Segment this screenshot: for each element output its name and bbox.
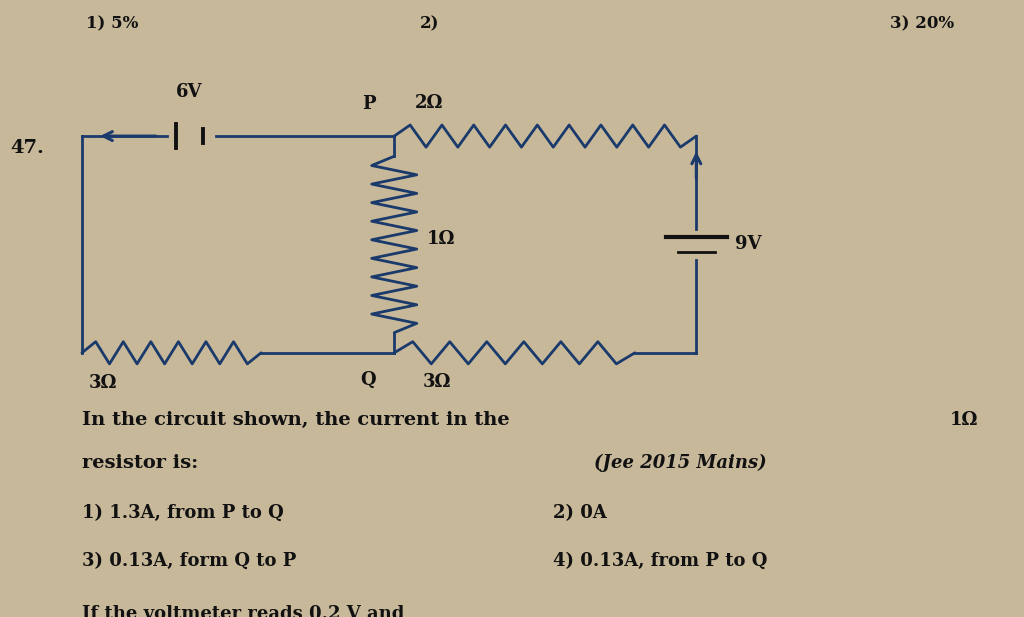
Text: 2Ω: 2Ω [415,94,443,112]
Text: 1Ω: 1Ω [949,411,978,429]
Text: 1Ω: 1Ω [427,230,456,249]
Text: 4) 0.13A, from P to Q: 4) 0.13A, from P to Q [553,552,767,570]
Text: 3) 20%: 3) 20% [890,15,953,32]
Text: 1) 5%: 1) 5% [86,15,139,32]
Text: 3Ω: 3Ω [88,374,117,392]
Text: In the circuit shown, the current in the: In the circuit shown, the current in the [82,411,510,429]
Text: 47.: 47. [10,139,44,157]
Text: Q: Q [360,370,376,389]
Text: 1) 1.3A, from P to Q: 1) 1.3A, from P to Q [82,504,284,522]
Text: 6V: 6V [176,83,203,101]
Text: resistor is:: resistor is: [82,453,199,471]
Text: 2): 2) [420,15,440,32]
Text: (Jee 2015 Mains): (Jee 2015 Mains) [594,453,767,472]
Text: 3Ω: 3Ω [423,373,452,391]
Text: 3) 0.13A, form Q to P: 3) 0.13A, form Q to P [82,552,296,570]
Text: 9V: 9V [735,236,762,254]
Text: P: P [362,96,376,114]
Text: 2) 0A: 2) 0A [553,504,607,522]
Text: If the voltmeter reads 0.2 V and: If the voltmeter reads 0.2 V and [82,605,404,617]
